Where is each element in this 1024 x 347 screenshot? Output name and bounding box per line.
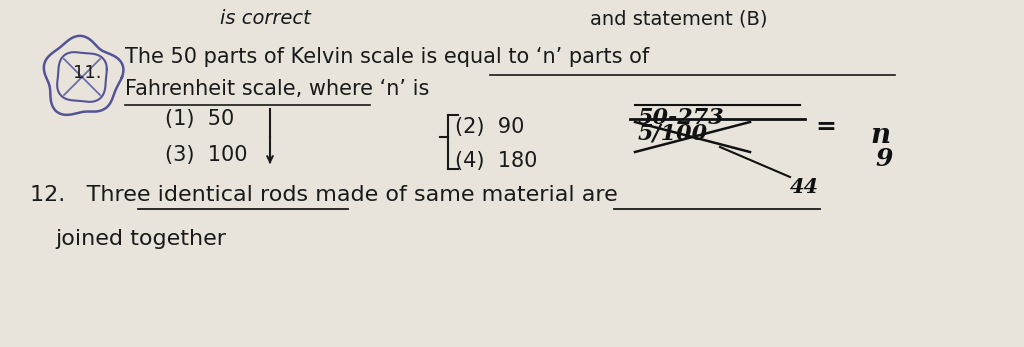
Text: (4)  180: (4) 180 — [455, 151, 538, 171]
Text: 44: 44 — [790, 177, 819, 197]
Text: Fahrenheit scale, where ‘n’ is: Fahrenheit scale, where ‘n’ is — [125, 79, 429, 99]
Text: is correct: is correct — [220, 9, 310, 28]
Text: (1)  50: (1) 50 — [165, 109, 234, 129]
Text: 50-273: 50-273 — [638, 107, 725, 129]
Text: The 50 parts of Kelvin scale is equal to ‘n’ parts of: The 50 parts of Kelvin scale is equal to… — [125, 47, 649, 67]
Text: =: = — [815, 115, 836, 139]
Text: 11.: 11. — [73, 64, 101, 82]
Text: 5/100: 5/100 — [638, 122, 709, 144]
Text: joined together: joined together — [55, 229, 226, 249]
Text: 12.   Three identical rods made of same material are: 12. Three identical rods made of same ma… — [30, 185, 617, 205]
Text: and statement (B): and statement (B) — [590, 9, 768, 28]
Text: 9: 9 — [874, 147, 892, 171]
Text: n: n — [870, 122, 890, 149]
Text: (3)  100: (3) 100 — [165, 145, 248, 165]
Text: (2)  90: (2) 90 — [455, 117, 524, 137]
